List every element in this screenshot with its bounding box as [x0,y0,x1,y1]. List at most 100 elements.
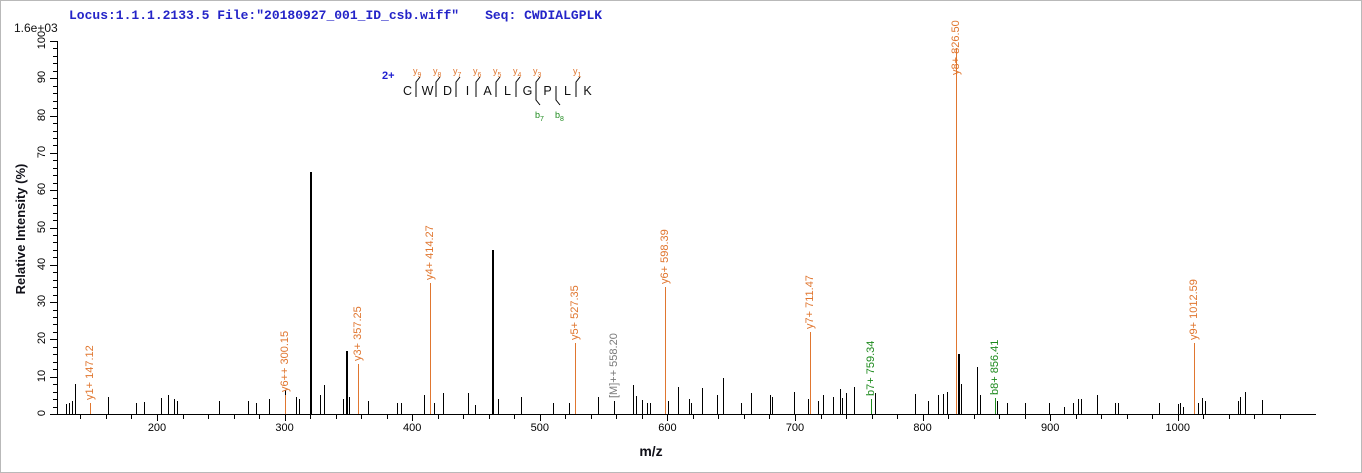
y-minor-tick [53,294,58,296]
residue-letter: C [402,84,413,98]
peak [521,397,523,414]
peak [943,394,945,414]
y-minor-tick [53,369,58,371]
x-tick-label: 600 [658,422,677,434]
peak [1204,400,1206,414]
peak-label: y4+ 414.27 [424,225,437,281]
annotated-peak [574,343,576,414]
peak [433,402,435,414]
peak-label: b8+ 856.41 [988,339,1001,395]
x-axis-title: m/z [639,443,663,459]
y-minor-tick [53,130,58,132]
y-minor-tick [53,160,58,162]
y-minor-tick [53,48,58,50]
y-tick-label: 70 [36,145,48,159]
x-minor-tick [514,415,516,419]
x-tick-label: 800 [913,422,932,434]
peak [668,400,670,414]
annotated-peak [1193,343,1195,414]
peak [839,389,841,414]
y-ion-label: y4 [513,66,522,79]
peak [247,400,249,414]
y-minor-tick [53,197,58,199]
peak [641,400,643,414]
fragment-mark-icon [575,76,581,97]
peak [927,400,929,414]
fragment-mark-icon [515,76,521,97]
residue-letter: G [522,84,533,98]
y-ion-label: y5 [493,66,502,79]
x-tick-label: 700 [785,422,805,434]
x-minor-tick [310,415,312,419]
y-tick-label: 0 [36,409,48,417]
y-ion-label: y3 [533,66,542,79]
peak [269,399,271,414]
peak [1237,400,1239,414]
y-ion-label: y6 [473,66,482,79]
x-minor-tick [463,415,465,419]
x-minor-tick [386,415,388,419]
y-minor-tick [53,361,58,363]
y-major-tick [50,376,58,378]
y-minor-tick [53,205,58,207]
fragment-mark-icon [555,86,561,106]
peak [218,400,220,414]
annotated-peak [357,363,359,414]
peak [168,395,170,414]
peak [498,399,500,414]
peak [823,395,825,414]
peak [770,395,772,414]
y-minor-tick [53,287,58,289]
peak [1177,403,1179,414]
residue-letter: D [442,84,453,98]
peak-label: y6+ 598.39 [659,229,672,285]
x-minor-tick [718,415,720,419]
x-axis-line [57,414,1316,415]
y-minor-tick [53,257,58,259]
peak [1158,402,1160,414]
y-minor-tick [53,317,58,319]
y-major-tick [50,115,58,117]
y-major-tick [50,264,58,266]
x-minor-tick [1075,415,1077,419]
y-major-tick [50,302,58,304]
peak [296,397,298,414]
x-minor-tick [641,415,643,419]
cleavage-mark: y3 b7 [533,66,544,123]
peak [255,402,257,414]
y-tick-label: 100 [36,30,48,50]
residue-letter: I [465,84,470,98]
y-minor-tick [53,346,58,348]
y-minor-tick [53,175,58,177]
fragment-mark-icon [435,76,441,97]
peak [468,393,470,414]
peak [68,402,70,414]
x-minor-tick [80,415,82,419]
cleavage-mark: y7 [453,66,461,99]
fragment-mark-icon [475,76,481,97]
x-minor-tick [769,415,771,419]
y-major-tick [50,41,58,42]
x-minor-tick [1203,415,1205,419]
peak [474,404,476,414]
peak [741,402,743,414]
peak [1078,399,1080,414]
peak [946,391,948,414]
x-major-tick [539,415,541,421]
x-minor-tick [820,415,822,419]
x-minor-tick [871,415,873,419]
cleavage-mark: b8 [554,83,564,123]
sequence-label: Seq: CWDIALGPLK [485,8,603,23]
peak [597,397,599,414]
y-minor-tick [53,108,58,110]
cleavage-mark: y4 [513,66,521,99]
y-minor-tick [53,167,58,169]
y-minor-tick [53,55,58,57]
peak [1024,402,1026,414]
x-minor-tick [948,415,950,419]
x-minor-tick [1126,415,1128,419]
y-minor-tick [53,249,58,251]
annotated-peak [994,397,996,414]
y-axis-line [57,41,59,415]
y-minor-tick [53,331,58,333]
